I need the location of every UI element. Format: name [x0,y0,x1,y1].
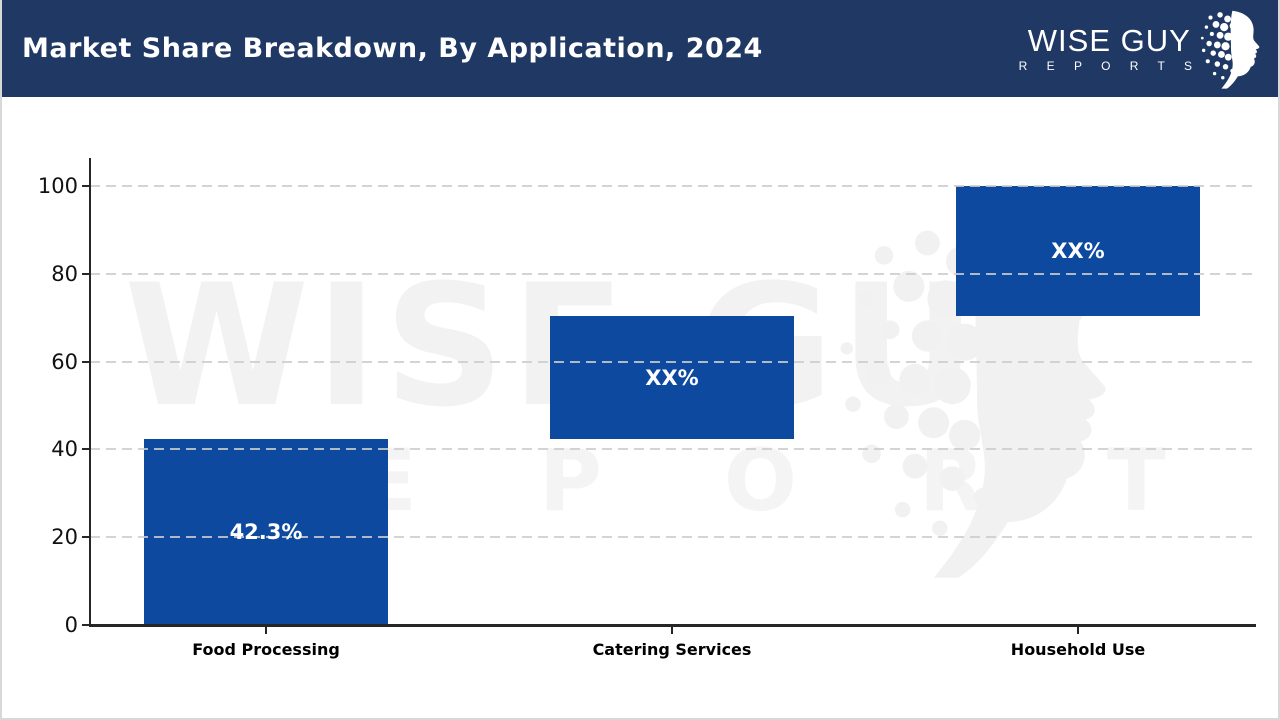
y-axis-tick-label: 0 [64,613,78,637]
y-axis-tick-label: 80 [51,261,78,286]
bar-value-label: 42.3% [229,520,303,545]
x-axis-category-label: Food Processing [192,640,340,659]
y-axis-tick [82,272,90,275]
brand-logo: WISE GUY R E P O R T S [1019,6,1268,92]
header-bar: Market Share Breakdown, By Application, … [2,0,1278,97]
y-axis-tick [82,360,90,363]
y-axis-tick [82,536,90,539]
x-axis-tick [671,627,673,634]
gridline [90,185,1255,187]
brand-logo-text: WISE GUY R E P O R T S [1018,22,1200,74]
bar-household-use [956,186,1200,316]
brand-subtitle: R E P O R T S [1018,59,1200,74]
y-axis-tick-label: 100 [37,174,78,198]
x-axis-tick [1077,627,1079,634]
x-axis-category-label: Household Use [1010,640,1146,659]
gridline [90,360,1255,363]
y-axis-tick [82,624,90,626]
bar-catering-services [550,315,794,440]
y-axis-tick-label: 60 [51,349,78,374]
page-title: Market Share Breakdown, By Application, … [22,33,763,64]
bar-value-label: XX% [1051,238,1105,263]
y-axis-line [89,158,91,627]
bar-food-processing [144,439,388,625]
gridline [90,536,1255,539]
x-axis-line [89,624,1256,627]
x-axis-category-label: Catering Services [592,640,752,659]
face-profile-dots-icon [1200,10,1260,89]
brand-name: WISE GUY [1027,22,1191,58]
y-axis-tick [82,185,90,187]
x-axis-tick [265,627,267,634]
y-axis-tick-label: 20 [51,525,78,550]
y-axis-tick-label: 40 [51,437,78,462]
bar-value-label: XX% [645,365,699,390]
gridline [90,448,1255,451]
y-axis-tick [82,448,90,451]
gridline [90,272,1255,275]
